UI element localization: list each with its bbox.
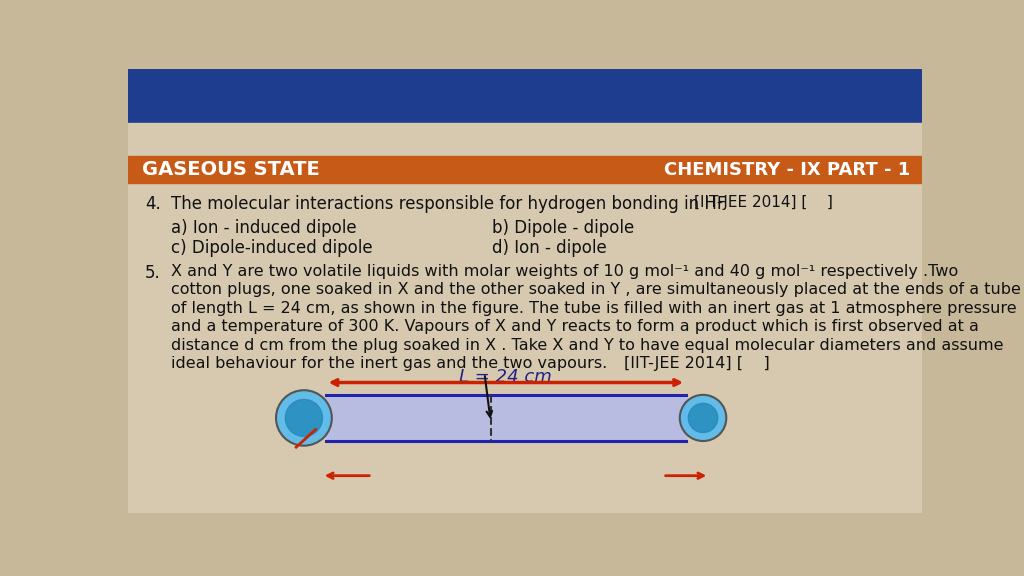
Text: X and Y are two volatile liquids with molar weights of 10 g mol⁻¹ and 40 g mol⁻¹: X and Y are two volatile liquids with mo… — [171, 264, 957, 279]
Text: a) Ion - induced dipole: a) Ion - induced dipole — [171, 219, 356, 237]
Text: b) Dipole - dipole: b) Dipole - dipole — [493, 219, 635, 237]
Circle shape — [688, 403, 718, 433]
Bar — [128, 123, 922, 513]
Text: distance d cm from the plug soaked in X . Take X and Y to have equal molecular d: distance d cm from the plug soaked in X … — [171, 338, 1004, 353]
Text: L = 24 cm: L = 24 cm — [459, 368, 552, 386]
Bar — [128, 156, 922, 183]
Text: The molecular interactions responsible for hydrogen bonding in HF: The molecular interactions responsible f… — [171, 195, 726, 213]
Text: of length L = 24 cm, as shown in the figure. The tube is filled with an inert ga: of length L = 24 cm, as shown in the fig… — [171, 301, 1016, 316]
Bar — [128, 69, 922, 129]
Text: GASEOUS STATE: GASEOUS STATE — [142, 160, 319, 179]
Text: CHEMISTRY - IX PART - 1: CHEMISTRY - IX PART - 1 — [665, 161, 910, 179]
Text: cotton plugs, one soaked in X and the other soaked in Y , are simultaneously pla: cotton plugs, one soaked in X and the ot… — [171, 282, 1021, 297]
Text: [IIT-JEE 2014] [    ]: [IIT-JEE 2014] [ ] — [693, 195, 833, 210]
Text: c) Dipole-induced dipole: c) Dipole-induced dipole — [171, 238, 373, 256]
Circle shape — [680, 395, 726, 441]
Circle shape — [276, 390, 332, 446]
Text: 5.: 5. — [145, 264, 161, 282]
Bar — [326, 395, 686, 441]
Text: d) Ion - dipole: d) Ion - dipole — [493, 238, 607, 256]
Circle shape — [286, 399, 323, 437]
Text: ideal behaviour for the inert gas and the two vapours.: ideal behaviour for the inert gas and th… — [171, 357, 607, 372]
Text: and a temperature of 300 K. Vapours of X and Y reacts to form a product which is: and a temperature of 300 K. Vapours of X… — [171, 319, 979, 335]
Text: 4.: 4. — [145, 195, 161, 213]
Text: [IIT-JEE 2014] [    ]: [IIT-JEE 2014] [ ] — [624, 357, 770, 372]
